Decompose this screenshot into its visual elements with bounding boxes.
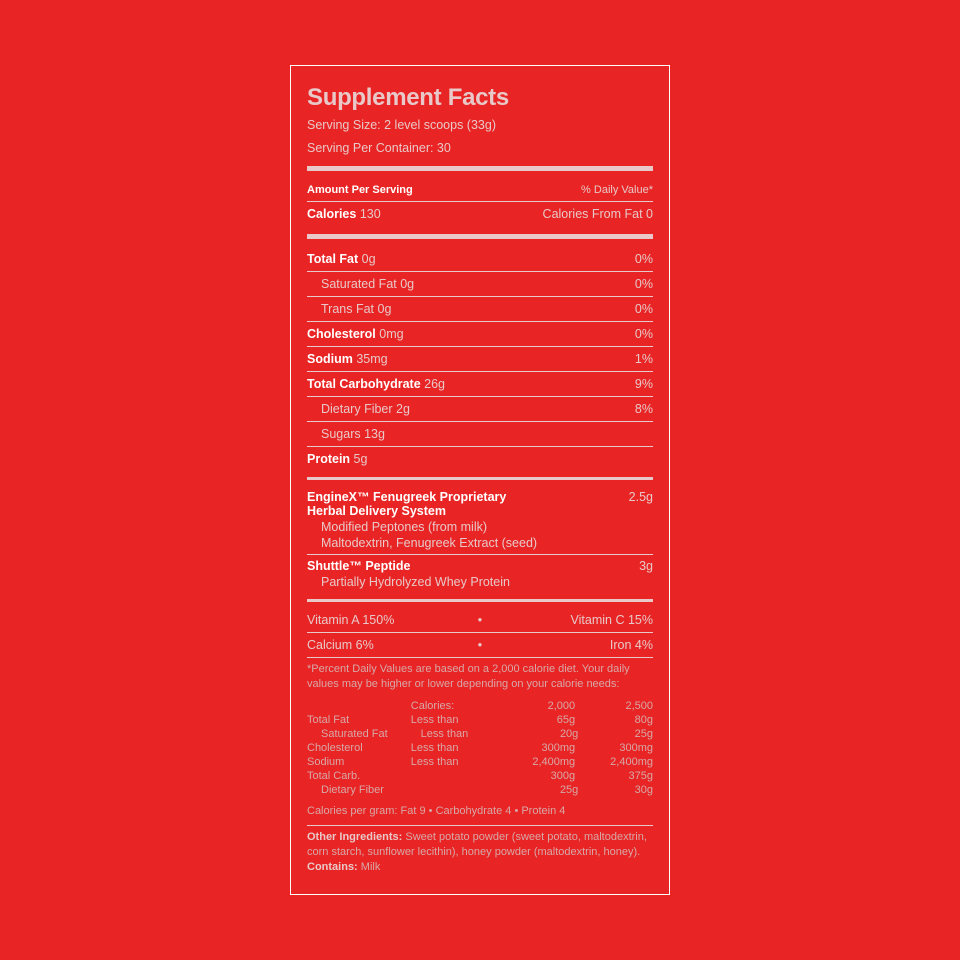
- nutrient-row: Total Fat 0g0%: [307, 247, 653, 271]
- proprietary-2: Shuttle™ Peptide 3g Partially Hydrolyzed…: [307, 555, 653, 593]
- nutrient-label: Protein: [307, 452, 350, 466]
- divider-thin: [307, 657, 653, 658]
- nutrient-dv: 0%: [635, 252, 653, 266]
- other-ingredients: Other Ingredients: Sweet potato powder (…: [307, 830, 653, 876]
- daily-value-header: % Daily Value*: [581, 184, 653, 196]
- calcium: Calcium 6%: [307, 638, 470, 652]
- prop1-sub2: Maltodextrin, Fenugreek Extract (seed): [307, 536, 653, 550]
- calories-per-gram: Calories per gram: Fat 9 • Carbohydrate …: [307, 805, 653, 817]
- nutrient-dv: 9%: [635, 377, 653, 391]
- ref-row: SodiumLess than2,400mg2,400mg: [307, 755, 653, 769]
- contains-label: Contains:: [307, 861, 358, 873]
- nutrient-label: Sugars: [321, 427, 361, 441]
- amount-per-serving-label: Amount Per Serving: [307, 184, 413, 196]
- vitamin-row: Vitamin A 150% • Vitamin C 15%: [307, 608, 653, 632]
- calories-label: Calories: [307, 207, 356, 221]
- divider-thick: [307, 234, 653, 239]
- nutrient-dv: 8%: [635, 402, 653, 416]
- calories-row: Calories 130 Calories From Fat 0: [307, 202, 653, 226]
- nutrient-row: Total Carbohydrate 26g9%: [307, 372, 653, 396]
- ref-row: Dietary Fiber25g30g: [307, 783, 653, 797]
- vitamin-row: Calcium 6% • Iron 4%: [307, 633, 653, 657]
- nutrient-dv: 0%: [635, 327, 653, 341]
- ref-row: CholesterolLess than300mg300mg: [307, 741, 653, 755]
- nutrient-label: Cholesterol: [307, 327, 376, 341]
- nutrient-label: Total Carbohydrate: [307, 377, 421, 391]
- nutrient-label: Dietary Fiber: [321, 402, 393, 416]
- prop1-name: EngineX™ Fenugreek Proprietary: [307, 490, 506, 504]
- ref-row: Total Carb.300g375g: [307, 769, 653, 783]
- ref-row: Total FatLess than65g80g: [307, 713, 653, 727]
- divider-thick: [307, 166, 653, 171]
- nutrient-label: Sodium: [307, 352, 353, 366]
- vitamin-c: Vitamin C 15%: [490, 613, 653, 627]
- nutrient-row: Protein 5g: [307, 447, 653, 471]
- nutrient-row: Trans Fat 0g0%: [307, 297, 653, 321]
- nutrient-row: Dietary Fiber 2g8%: [307, 397, 653, 421]
- dot-separator: •: [470, 613, 490, 627]
- nutrient-dv: 0%: [635, 302, 653, 316]
- footnote: *Percent Daily Values are based on a 2,0…: [307, 662, 653, 693]
- contains-text: Milk: [358, 861, 381, 873]
- serving-size: Serving Size: 2 level scoops (33g): [307, 116, 653, 135]
- nutrient-row: Cholesterol 0mg0%: [307, 322, 653, 346]
- vitamins-table: Vitamin A 150% • Vitamin C 15% Calcium 6…: [307, 608, 653, 657]
- dot-separator: •: [470, 638, 490, 652]
- ref-header-row: Calories: 2,000 2,500: [307, 699, 653, 713]
- nutrient-label: Saturated Fat: [321, 277, 397, 291]
- panel-title: Supplement Facts: [307, 84, 653, 112]
- nutrient-row: Sodium 35mg1%: [307, 347, 653, 371]
- nutrients-list: Total Fat 0g0%Saturated Fat 0g0%Trans Fa…: [307, 247, 653, 471]
- divider-med: [307, 477, 653, 480]
- divider-med: [307, 599, 653, 602]
- vitamin-a: Vitamin A 150%: [307, 613, 470, 627]
- nutrient-label: Total Fat: [307, 252, 358, 266]
- prop1-amount: 2.5g: [629, 490, 653, 504]
- nutrient-dv: 1%: [635, 352, 653, 366]
- ingredients-label: Other Ingredients:: [307, 831, 402, 843]
- nutrient-label: Trans Fat: [321, 302, 374, 316]
- prop1-sub1: Modified Peptones (from milk): [307, 520, 653, 534]
- ref-row: Saturated FatLess than20g25g: [307, 727, 653, 741]
- nutrient-row: Sugars 13g: [307, 422, 653, 446]
- prop1-name-line2: Herbal Delivery System: [307, 504, 653, 518]
- proprietary-1: EngineX™ Fenugreek Proprietary 2.5g Herb…: [307, 486, 653, 554]
- header-row: Amount Per Serving % Daily Value*: [307, 179, 653, 201]
- calories-value: 130: [360, 207, 381, 221]
- nutrient-dv: 0%: [635, 277, 653, 291]
- divider-thin: [307, 825, 653, 826]
- iron: Iron 4%: [490, 638, 653, 652]
- supplement-facts-panel: Supplement Facts Serving Size: 2 level s…: [290, 65, 670, 894]
- serving-per-container: Serving Per Container: 30: [307, 139, 653, 158]
- nutrient-row: Saturated Fat 0g0%: [307, 272, 653, 296]
- reference-table: Calories: 2,000 2,500 Total FatLess than…: [307, 699, 653, 797]
- calories-from-fat: Calories From Fat 0: [543, 207, 653, 221]
- prop2-sub: Partially Hydrolyzed Whey Protein: [307, 575, 653, 589]
- prop2-name: Shuttle™ Peptide: [307, 559, 410, 573]
- prop2-amount: 3g: [639, 559, 653, 573]
